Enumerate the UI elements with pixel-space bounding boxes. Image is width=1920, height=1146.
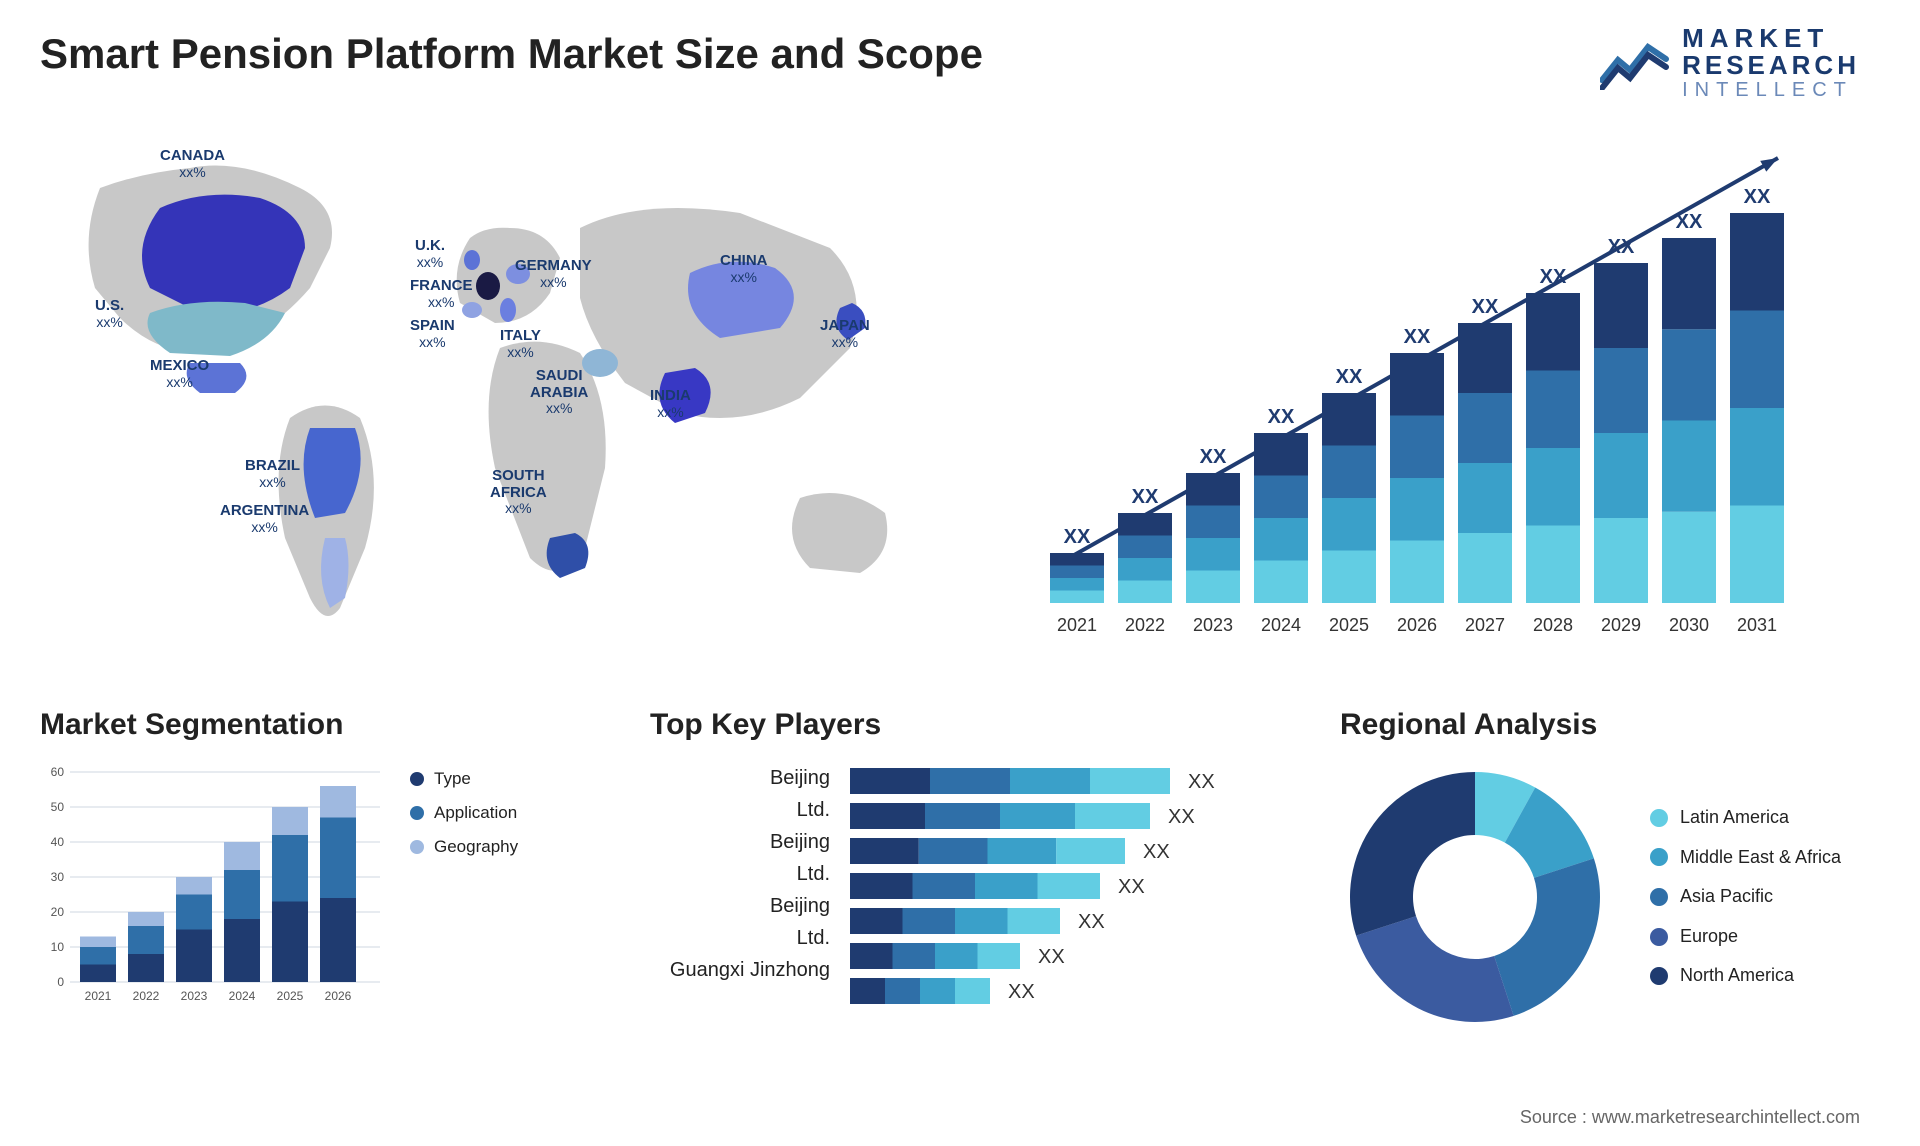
map-label: INDIAxx% [650,388,691,421]
svg-text:XX: XX [1143,841,1170,863]
svg-text:2021: 2021 [1057,615,1097,635]
svg-text:2026: 2026 [325,989,352,1003]
legend-item: Application [410,796,518,830]
svg-text:XX: XX [1744,186,1771,208]
svg-text:2023: 2023 [1193,615,1233,635]
map-label: FRANCExx% [410,278,473,311]
map-label: CANADAxx% [160,148,225,181]
map-label: GERMANYxx% [515,258,592,291]
svg-text:60: 60 [51,765,65,779]
growth-chart: XX 2021 XX 2022 XX 2023 XX 2024 XX 2025 XX 2026 XX 20… [1000,118,1880,658]
logo-line-3: INTELLECT [1682,80,1860,101]
players-labels: BeijingLtd.BeijingLtd.BeijingLtd.Guangxi… [650,762,830,986]
map-label: JAPANxx% [820,318,870,351]
legend-item: Geography [410,830,518,864]
map-label: U.S.xx% [95,298,124,331]
svg-text:XX: XX [1336,366,1363,388]
svg-text:2021: 2021 [85,989,112,1003]
map-label: SOUTHAFRICAxx% [490,468,547,518]
legend-item: North America [1650,956,1841,996]
svg-text:10: 10 [51,940,65,954]
svg-text:XX: XX [1168,806,1195,828]
regional-title: Regional Analysis [1340,708,1880,742]
players-title: Top Key Players [650,708,1290,742]
svg-text:XX: XX [1472,296,1499,318]
svg-text:2028: 2028 [1533,615,1573,635]
svg-text:XX: XX [1078,911,1105,933]
svg-text:2029: 2029 [1601,615,1641,635]
svg-text:2023: 2023 [181,989,208,1003]
svg-text:XX: XX [1038,946,1065,968]
svg-text:50: 50 [51,800,65,814]
svg-text:XX: XX [1188,771,1215,793]
player-label: Beijing [650,762,830,794]
svg-text:XX: XX [1404,326,1431,348]
map-label: SAUDIARABIAxx% [530,368,588,418]
player-label: Ltd. [650,794,830,826]
source-text: Source : www.marketresearchintellect.com [1520,1107,1860,1128]
svg-text:XX: XX [1268,406,1295,428]
svg-text:2022: 2022 [133,989,160,1003]
regional-legend: Latin AmericaMiddle East & AfricaAsia Pa… [1650,798,1841,996]
map-label: ARGENTINAxx% [220,503,309,536]
segmentation-panel: Market Segmentation 0 10 20 30 40 50 60 2021 202… [40,708,600,1042]
svg-text:20: 20 [51,905,65,919]
svg-text:XX: XX [1132,486,1159,508]
legend-item: Middle East & Africa [1650,838,1841,878]
svg-text:2022: 2022 [1125,615,1165,635]
map-label: MEXICOxx% [150,358,209,391]
legend-item: Europe [1650,917,1841,957]
players-panel: Top Key Players BeijingLtd.BeijingLtd.Be… [650,708,1290,1042]
brand-logo: MARKET RESEARCH INTELLECT [1600,25,1860,101]
logo-line-1: MARKET [1682,25,1860,52]
svg-text:2025: 2025 [277,989,304,1003]
legend-item: Asia Pacific [1650,877,1841,917]
svg-text:40: 40 [51,835,65,849]
svg-text:2026: 2026 [1397,615,1437,635]
regional-panel: Regional Analysis Latin AmericaMiddle Ea… [1340,708,1880,1042]
svg-text:XX: XX [1200,446,1227,468]
logo-line-2: RESEARCH [1682,52,1860,79]
world-map: CANADAxx% U.S.xx% MEXICOxx% BRAZILxx% ARGENT… [40,118,960,658]
player-label: Ltd. [650,858,830,890]
map-label: SPAINxx% [410,318,455,351]
svg-text:2027: 2027 [1465,615,1505,635]
svg-text:XX: XX [1118,876,1145,898]
svg-text:XX: XX [1064,526,1091,548]
svg-text:XX: XX [1608,236,1635,258]
svg-text:XX: XX [1008,981,1035,1003]
segmentation-legend: TypeApplicationGeography [410,762,518,1042]
player-label: Ltd. [650,922,830,954]
segmentation-title: Market Segmentation [40,708,600,742]
logo-icon [1600,35,1670,90]
map-label: ITALYxx% [500,328,541,361]
svg-text:2024: 2024 [1261,615,1301,635]
svg-text:2025: 2025 [1329,615,1369,635]
svg-text:0: 0 [57,975,64,989]
legend-item: Latin America [1650,798,1841,838]
svg-text:XX: XX [1540,266,1567,288]
map-label: U.K.xx% [415,238,445,271]
svg-text:2030: 2030 [1669,615,1709,635]
svg-text:2031: 2031 [1737,615,1777,635]
svg-text:30: 30 [51,870,65,884]
player-label: Beijing [650,826,830,858]
svg-text:XX: XX [1676,211,1703,233]
player-label: Beijing [650,890,830,922]
svg-text:2024: 2024 [229,989,256,1003]
player-label: Guangxi Jinzhong [650,954,830,986]
map-label: BRAZILxx% [245,458,300,491]
map-label: CHINAxx% [720,253,768,286]
legend-item: Type [410,762,518,796]
